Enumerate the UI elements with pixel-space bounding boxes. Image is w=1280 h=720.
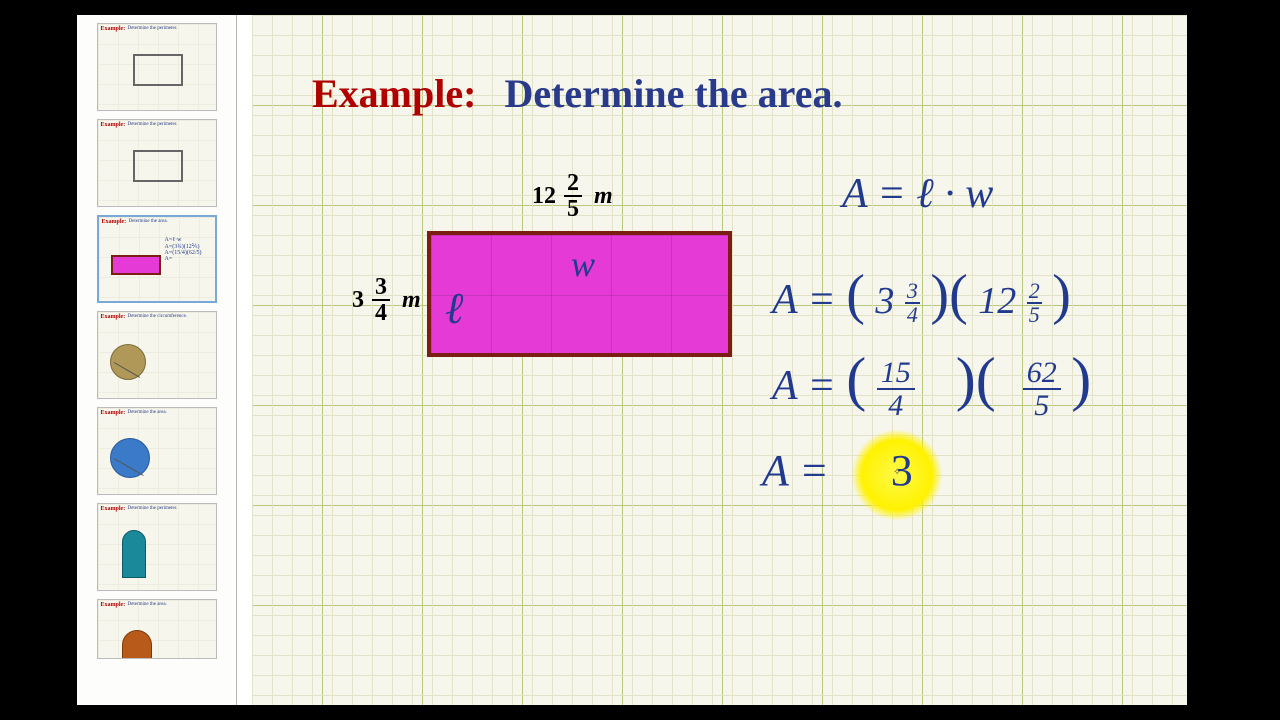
slide-thumb-1[interactable]: Example: Determine the perimeter. [97, 23, 217, 111]
dimension-length: 3 34 m [352, 275, 421, 325]
thumb-title: Example: [101, 26, 126, 32]
equation-3: A = ( 154 )( 625 ) [772, 345, 1091, 422]
equation-1: A = ℓ · w [842, 170, 993, 218]
slide-thumb-5[interactable]: Example: Determine the area. [97, 407, 217, 495]
slide-thumb-3[interactable]: Example: Determine the area. A=ℓ·wA=(3¾)… [97, 215, 217, 303]
cursor-icon: ✧ [893, 467, 901, 478]
dimension-width: 12 25 m [532, 171, 613, 221]
title-example: Example: [312, 71, 476, 116]
slide-thumb-7[interactable]: Example: Determine the area. [97, 599, 217, 659]
rectangle-shape: ℓ w [427, 231, 732, 357]
title-prompt: Determine the area. [504, 71, 842, 116]
slide-thumb-6[interactable]: Example: Determine the perimeter. [97, 503, 217, 591]
thumbnail-panel: Example: Determine the perimeter. Exampl… [77, 15, 237, 705]
label-length: ℓ [445, 283, 463, 334]
presentation-stage: Example: Determine the perimeter. Exampl… [77, 15, 1187, 705]
slide-title: Example: Determine the area. [312, 70, 842, 117]
slide-thumb-4[interactable]: Example: Determine the circumference. [97, 311, 217, 399]
equation-4: A = 3 [762, 445, 913, 496]
equation-2: A = ( 3 34 )( 12 25 ) [772, 263, 1071, 327]
label-width: w [571, 243, 595, 285]
main-slide: Example: Determine the area. 12 25 m 3 3… [252, 15, 1187, 705]
slide-thumb-2[interactable]: Example: Determine the perimeter. [97, 119, 217, 207]
